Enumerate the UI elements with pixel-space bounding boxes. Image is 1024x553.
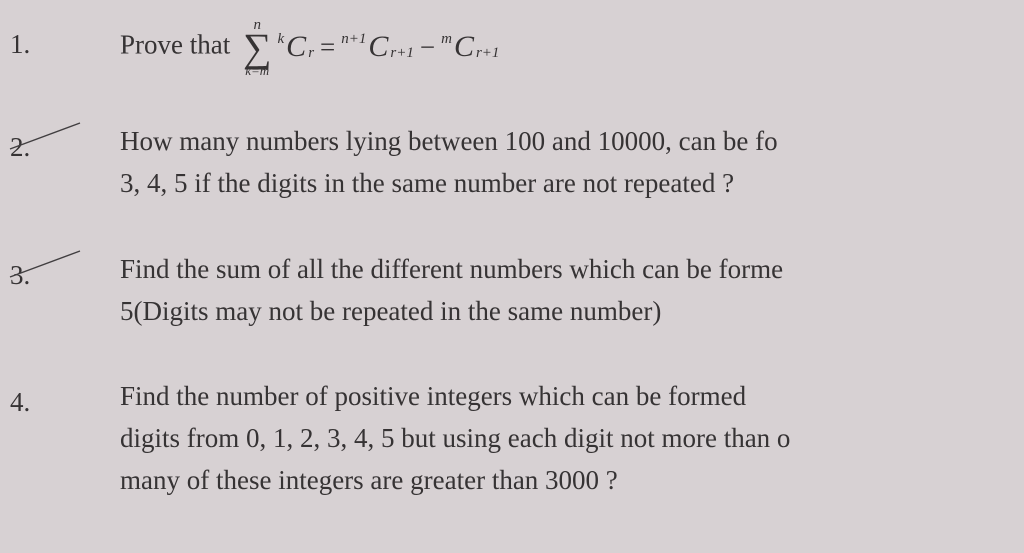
q3-number-text: 3.	[10, 260, 30, 290]
q4-number: 4.	[10, 376, 120, 418]
term3-sup: m	[441, 28, 452, 51]
term3-C: C	[454, 24, 474, 71]
q4-text: Find the number of positive integers whi…	[120, 376, 790, 502]
term1-C: C	[286, 24, 306, 71]
q1-number: 1.	[10, 18, 120, 60]
q1-lead: Prove that	[120, 30, 237, 60]
term1-sup: k	[278, 28, 285, 51]
sigma-lower-limit: k=m	[245, 64, 269, 77]
q3-number: 3.	[10, 249, 120, 291]
sigma-symbol: n ∑ k=m	[243, 18, 272, 77]
equals-sign: =	[320, 27, 335, 69]
q4-line1: Find the number of positive integers whi…	[120, 381, 746, 411]
q2-line2: 3, 4, 5 if the digits in the same number…	[120, 168, 734, 198]
question-2: 2. How many numbers lying between 100 an…	[10, 121, 1024, 205]
term2-C: C	[368, 24, 388, 71]
page: 1. Prove that n ∑ k=m k C r = n+1 C r+1 …	[0, 0, 1024, 553]
q3-line1: Find the sum of all the different number…	[120, 254, 783, 284]
sigma-glyph: ∑	[243, 31, 272, 65]
q2-number: 2.	[10, 121, 120, 163]
q4-line3: many of these integers are greater than …	[120, 465, 618, 495]
q3-text: Find the sum of all the different number…	[120, 249, 783, 333]
minus-sign: −	[420, 27, 435, 69]
question-4: 4. Find the number of positive integers …	[10, 376, 1024, 502]
term1-sub: r	[308, 42, 314, 65]
q2-line1: How many numbers lying between 100 and 1…	[120, 126, 778, 156]
question-1: 1. Prove that n ∑ k=m k C r = n+1 C r+1 …	[10, 18, 1024, 77]
term3-sub: r+1	[476, 42, 499, 65]
q2-number-text: 2.	[10, 132, 30, 162]
term2-sub: r+1	[390, 42, 413, 65]
q1-equation: n ∑ k=m k C r = n+1 C r+1 − m C r+1	[237, 18, 499, 77]
question-3: 3. Find the sum of all the different num…	[10, 249, 1024, 333]
q3-line2: 5(Digits may not be repeated in the same…	[120, 296, 661, 326]
q4-line2: digits from 0, 1, 2, 3, 4, 5 but using e…	[120, 423, 790, 453]
q1-text: Prove that n ∑ k=m k C r = n+1 C r+1 − m…	[120, 18, 499, 77]
term2-sup: n+1	[341, 28, 366, 51]
q2-text: How many numbers lying between 100 and 1…	[120, 121, 778, 205]
